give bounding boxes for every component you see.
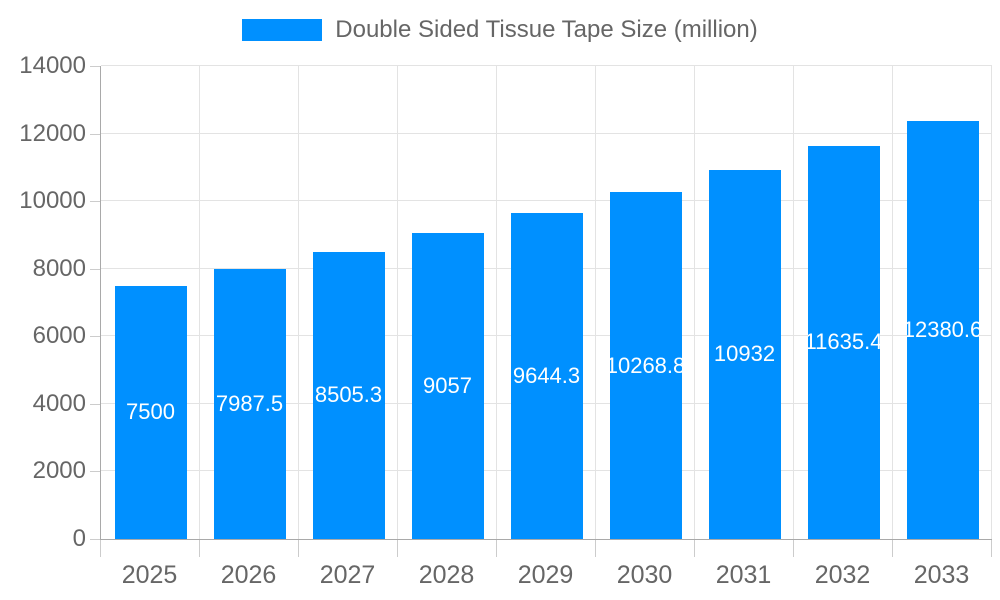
h-gridline	[101, 132, 992, 134]
x-axis-tick-label: 2032	[814, 561, 871, 589]
v-gridline	[199, 66, 200, 539]
bar-value-label: 7500	[126, 399, 175, 425]
bar[interactable]: 10268.8	[609, 192, 682, 539]
x-axis-tick	[100, 540, 101, 557]
y-axis-tick-label: 2000	[32, 457, 86, 485]
v-gridline	[496, 66, 497, 539]
bar[interactable]: 7987.5	[213, 269, 286, 539]
bar[interactable]: 8505.3	[312, 251, 385, 539]
bar-value-label: 12380.6	[906, 316, 979, 342]
v-gridline	[694, 66, 695, 539]
x-axis-tick-label: 2030	[616, 561, 673, 589]
h-gridline	[101, 200, 992, 202]
v-gridline	[793, 66, 794, 539]
bar-value-label: 10268.8	[609, 352, 682, 378]
x-axis-tick-label: 2026	[220, 561, 277, 589]
legend-label: Double Sided Tissue Tape Size (million)	[335, 16, 758, 43]
chart-legend[interactable]: Double Sided Tissue Tape Size (million)	[0, 14, 1000, 46]
y-axis-tick	[90, 471, 100, 473]
v-gridline	[892, 66, 893, 539]
x-axis-tick	[298, 540, 299, 557]
y-axis-tick	[90, 201, 100, 203]
bar[interactable]: 10932	[708, 169, 781, 539]
bar[interactable]: 11635.4	[807, 145, 880, 539]
y-axis-tick	[90, 133, 100, 135]
y-axis-tick	[90, 336, 100, 338]
bar[interactable]: 9057	[411, 233, 484, 539]
y-axis-tick-label: 12000	[19, 119, 86, 147]
v-gridline	[595, 66, 596, 539]
v-gridline	[298, 66, 299, 539]
bar-value-label: 11635.4	[807, 329, 880, 355]
x-axis-tick-label: 2031	[715, 561, 772, 589]
y-axis-tick-label: 4000	[32, 389, 86, 417]
y-axis-tick-label: 8000	[32, 254, 86, 282]
plot-area: 7500 7987.5 8505.3 9057 9644.3 10268.8 10932 11…	[100, 65, 992, 540]
y-axis-tick-label: 0	[72, 525, 86, 552]
x-axis-tick	[694, 540, 695, 557]
y-axis-tick-label: 10000	[19, 187, 86, 215]
y-axis-tick	[90, 268, 100, 270]
bar-value-label: 7987.5	[215, 391, 284, 417]
x-axis-tick	[199, 540, 200, 557]
y-axis-tick	[90, 66, 100, 67]
x-axis-tick-label: 2028	[418, 561, 475, 589]
bar-value-label: 8505.3	[314, 382, 383, 408]
x-axis-tick-label: 2029	[517, 561, 574, 589]
x-axis-tick	[496, 540, 497, 557]
x-axis-tick-label: 2025	[121, 561, 178, 589]
bar-value-label: 9644.3	[512, 363, 581, 389]
y-axis-tick	[90, 539, 100, 540]
bar[interactable]: 7500	[114, 285, 187, 539]
h-gridline	[101, 65, 992, 66]
y-axis-tick	[90, 403, 100, 405]
y-axis-tick-label: 6000	[32, 322, 86, 350]
y-axis-tick-label: 14000	[19, 52, 86, 79]
x-axis-tick	[892, 540, 893, 557]
x-axis-tick	[595, 540, 596, 557]
x-axis-tick	[397, 540, 398, 557]
legend-color-swatch	[242, 19, 323, 41]
bar-value-label: 9057	[423, 373, 472, 398]
x-axis-tick-label: 2027	[319, 561, 376, 589]
v-gridline	[991, 66, 992, 539]
x-axis-tick	[991, 540, 992, 557]
x-axis-tick	[793, 540, 794, 557]
v-gridline	[397, 66, 398, 539]
bar-value-label: 10932	[713, 341, 776, 367]
x-axis-tick-label: 2033	[913, 561, 970, 589]
bar[interactable]: 12380.6	[906, 120, 979, 539]
bar[interactable]: 9644.3	[510, 213, 583, 539]
